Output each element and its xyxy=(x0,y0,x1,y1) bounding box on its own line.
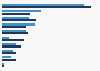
Bar xyxy=(2,13,30,15)
Bar xyxy=(2,23,35,26)
Bar xyxy=(2,6,91,8)
Bar xyxy=(2,65,4,67)
Bar xyxy=(2,30,26,32)
Bar xyxy=(2,10,41,12)
Bar xyxy=(2,17,29,19)
Bar xyxy=(2,56,11,58)
Bar xyxy=(2,63,4,65)
Bar xyxy=(2,59,16,61)
Bar xyxy=(2,26,26,28)
Bar xyxy=(2,19,36,21)
Bar xyxy=(2,37,9,39)
Bar xyxy=(2,32,28,34)
Bar xyxy=(2,39,24,41)
Bar xyxy=(2,52,16,54)
Bar xyxy=(2,4,84,6)
Bar xyxy=(2,43,16,45)
Bar xyxy=(2,50,13,52)
Bar xyxy=(2,45,21,48)
